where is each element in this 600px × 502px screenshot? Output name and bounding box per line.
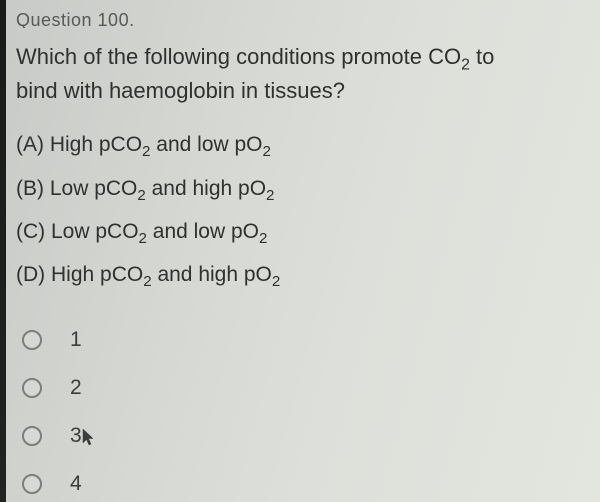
option-b: (B) Low pCO2 and high pO2	[16, 174, 582, 203]
radio-2[interactable]	[22, 378, 42, 398]
question-line2: bind with haemoglobin in tissues?	[16, 78, 345, 103]
answer-label-1: 1	[70, 328, 82, 352]
answer-label-3-text: 3	[70, 424, 82, 447]
option-d-s1: 2	[143, 274, 151, 291]
option-d: (D) High pCO2 and high pO2	[16, 260, 582, 289]
answer-label-3: 3	[70, 424, 82, 448]
question-line1-post: to	[470, 44, 494, 69]
option-c-s2: 2	[259, 230, 267, 247]
option-d-t1: High pCO	[45, 263, 143, 286]
option-a-letter: (A)	[16, 133, 44, 156]
radio-1[interactable]	[22, 330, 42, 350]
option-c-t2: and low pO	[147, 220, 259, 243]
option-c: (C) Low pCO2 and low pO2	[16, 217, 582, 246]
option-b-s1: 2	[137, 187, 145, 204]
option-c-s1: 2	[139, 230, 147, 247]
question-page: Question 100. Which of the following con…	[0, 0, 600, 502]
radio-4[interactable]	[22, 474, 42, 494]
question-prompt: Which of the following conditions promot…	[16, 40, 582, 108]
answer-radios: 1 2 3 4	[22, 320, 582, 502]
answer-label-2: 2	[70, 376, 82, 400]
cursor-icon	[82, 428, 98, 448]
question-line1-pre: Which of the following conditions promot…	[16, 44, 461, 69]
option-b-s2: 2	[266, 187, 274, 204]
answer-row-2[interactable]: 2	[22, 368, 582, 408]
option-b-t2: and high pO	[146, 177, 266, 200]
option-c-letter: (C)	[16, 220, 45, 243]
option-a-s2: 2	[263, 143, 271, 160]
question-number-cropped: Question 100.	[16, 10, 582, 28]
answer-row-1[interactable]: 1	[22, 320, 582, 360]
option-d-t2: and high pO	[152, 263, 272, 286]
option-d-letter: (D)	[16, 263, 45, 286]
answer-row-3[interactable]: 3	[22, 416, 582, 456]
option-c-t1: Low pCO	[45, 220, 138, 243]
answer-row-4[interactable]: 4	[22, 464, 582, 502]
radio-3[interactable]	[22, 426, 42, 446]
option-b-t1: Low pCO	[44, 177, 137, 200]
option-a-t1: High pCO	[44, 133, 142, 156]
option-d-s2: 2	[272, 274, 280, 291]
option-b-letter: (B)	[16, 177, 44, 200]
answer-label-4: 4	[70, 472, 82, 496]
question-line1-sub: 2	[461, 56, 470, 73]
option-a: (A) High pCO2 and low pO2	[16, 130, 582, 159]
option-a-t2: and low pO	[150, 133, 262, 156]
options-list: (A) High pCO2 and low pO2 (B) Low pCO2 a…	[16, 130, 582, 290]
